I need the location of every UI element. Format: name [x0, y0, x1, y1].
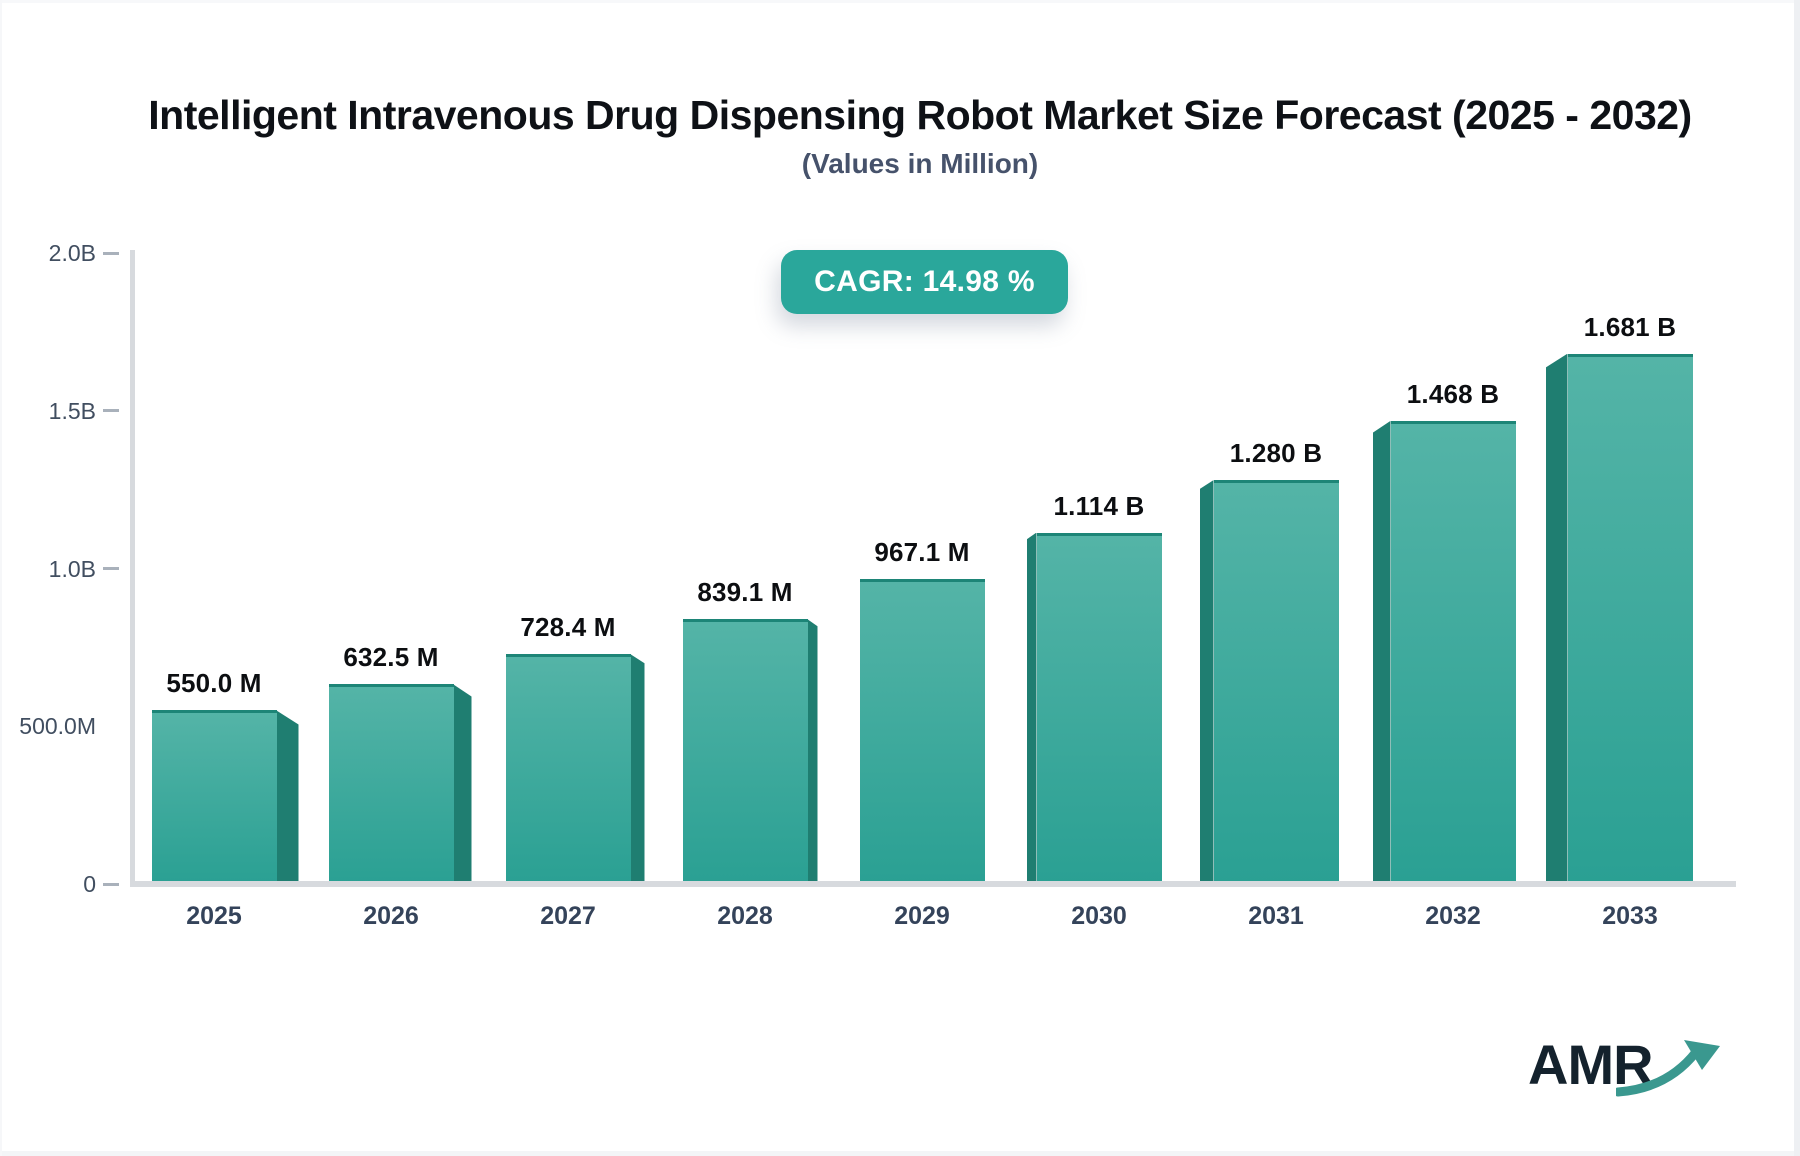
y-axis-label: 1.0B	[48, 555, 96, 582]
frame-edge-top	[0, 0, 1800, 3]
frame-edge-left	[0, 0, 2, 1156]
y-axis-label: 0	[83, 871, 96, 897]
bar-2030	[1036, 532, 1162, 884]
y-tick-dash	[103, 251, 119, 255]
bar-value-label: 728.4 M	[520, 612, 616, 643]
cagr-badge: CAGR: 14.98 %	[781, 250, 1068, 314]
bar-3d-side	[1372, 420, 1391, 884]
bar-2028	[682, 619, 808, 884]
y-tick-dash	[103, 409, 119, 413]
bar-2026	[328, 684, 454, 884]
cagr-badge-label: CAGR: 14.98 %	[814, 265, 1035, 298]
bar-value-label: 632.5 M	[343, 642, 439, 673]
bar-2033	[1567, 353, 1693, 884]
amr-logo: AMR	[1528, 1034, 1728, 1104]
bar-3d-side	[453, 684, 472, 884]
chart-title: Intelligent Intravenous Drug Dispensing …	[148, 92, 1692, 138]
x-axis-label-2032: 2032	[1425, 902, 1481, 930]
bar-2027	[505, 654, 631, 884]
x-axis-line	[130, 881, 1736, 887]
bar-value-label: 1.114 B	[1053, 490, 1145, 521]
bar-2031	[1213, 480, 1339, 884]
x-axis-label-2027: 2027	[540, 902, 596, 930]
y-axis-label: 1.5B	[48, 397, 96, 424]
frame-edge-bottom	[0, 1151, 1800, 1156]
x-axis-label-2030: 2030	[1071, 902, 1127, 930]
chart-subtitle: (Values in Million)	[801, 148, 1039, 179]
bar-value-label: 839.1 M	[697, 577, 793, 608]
bar-value-label: 1.468 B	[1406, 378, 1500, 409]
x-axis-label-2026: 2026	[363, 902, 419, 930]
bar-value-label: 1.280 B	[1229, 438, 1323, 469]
x-axis-label-2025: 2025	[186, 902, 242, 930]
bar-value-label: 1.681 B	[1583, 311, 1677, 342]
y-axis-label: 500.0M	[19, 713, 96, 740]
y-tick-dash	[103, 882, 119, 886]
bar-2032	[1390, 420, 1516, 884]
x-axis-label-2028: 2028	[717, 902, 773, 930]
bar-3d-side	[1026, 532, 1037, 884]
x-axis-label-2033: 2033	[1602, 902, 1658, 930]
y-tick-dash	[103, 567, 119, 570]
x-axis-label-2029: 2029	[894, 902, 950, 930]
bar-value-label: 550.0 M	[166, 668, 262, 699]
x-axis-label-2031: 2031	[1248, 902, 1304, 930]
y-axis-label: 2.0B	[48, 240, 96, 266]
amr-logo-text: AMR	[1528, 1033, 1654, 1096]
bar-value-label: 967.1 M	[874, 536, 970, 567]
bar-3d-side	[1199, 480, 1214, 884]
growth-arrow-icon	[1616, 1040, 1720, 1097]
frame-edge-right	[1794, 0, 1800, 1156]
y-axis-line	[130, 250, 135, 884]
bar-3d-side	[630, 654, 645, 884]
bar-3d-side	[1545, 353, 1568, 884]
bar-2025	[151, 710, 277, 884]
bar-3d-side	[807, 619, 818, 884]
bar-2029	[859, 578, 985, 884]
bar-3d-side	[276, 710, 299, 884]
